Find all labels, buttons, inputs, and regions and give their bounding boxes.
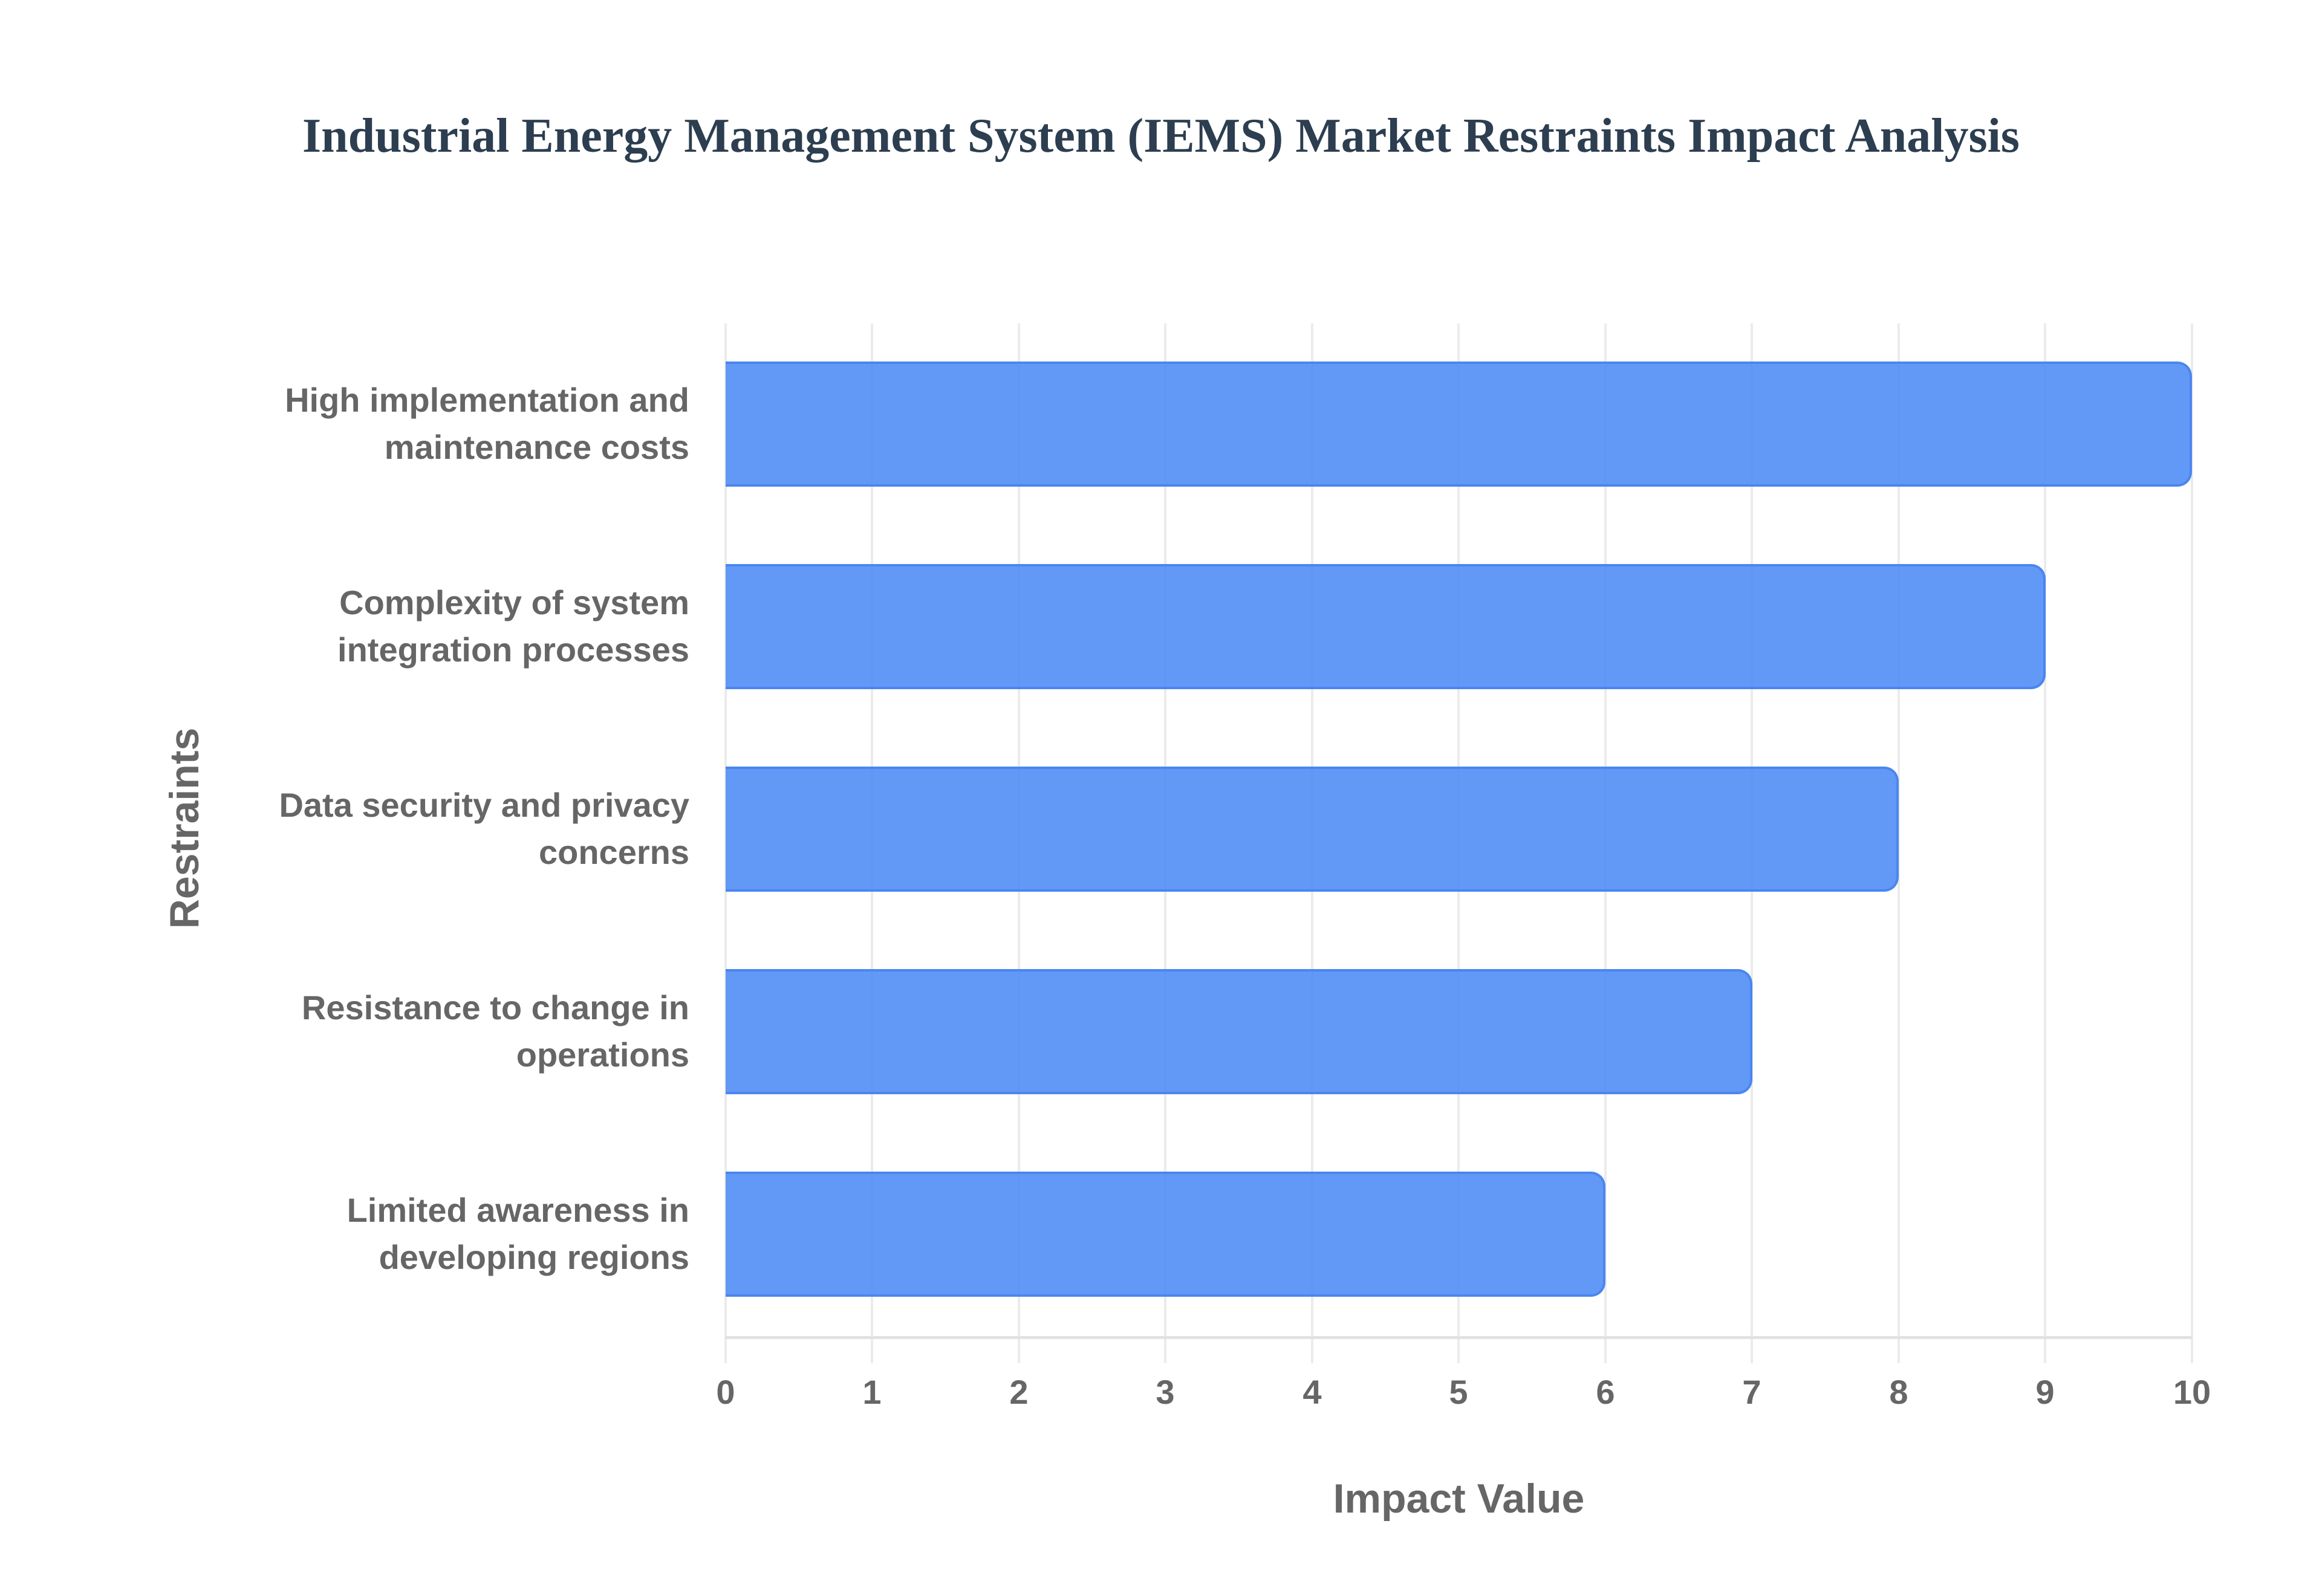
label-line: High implementation and bbox=[285, 381, 689, 419]
x-tick-label: 5 bbox=[1449, 1373, 1468, 1411]
x-tick-label: 0 bbox=[716, 1373, 735, 1411]
x-tick-label: 4 bbox=[1302, 1373, 1322, 1411]
bar[interactable] bbox=[726, 362, 2192, 487]
label-line: Complexity of system bbox=[339, 583, 689, 621]
gridline bbox=[2044, 323, 2046, 1363]
y-category-label: Data security and privacy concerns bbox=[145, 782, 689, 876]
y-category-label: Resistance to change in operations bbox=[145, 984, 689, 1079]
y-category-label: Complexity of system integration process… bbox=[145, 579, 689, 673]
bar[interactable] bbox=[726, 969, 1752, 1094]
gridline bbox=[1898, 323, 1900, 1363]
x-tick-label: 10 bbox=[2173, 1373, 2211, 1411]
label-line: Resistance to change in bbox=[301, 988, 689, 1027]
y-category-label: Limited awareness in developing regions bbox=[145, 1187, 689, 1281]
label-line: maintenance costs bbox=[384, 428, 689, 466]
x-tick-label: 9 bbox=[2035, 1373, 2055, 1411]
label-line: operations bbox=[516, 1036, 689, 1074]
x-tick-label: 2 bbox=[1009, 1373, 1029, 1411]
x-axis-line bbox=[726, 1336, 2192, 1339]
label-line: concerns bbox=[539, 833, 689, 871]
gridline bbox=[2191, 323, 2193, 1363]
x-tick-label: 1 bbox=[862, 1373, 882, 1411]
label-line: developing regions bbox=[379, 1238, 689, 1276]
label-line: Limited awareness in bbox=[346, 1191, 689, 1229]
x-tick-label: 6 bbox=[1596, 1373, 1615, 1411]
label-line: integration processes bbox=[337, 631, 689, 669]
bar[interactable] bbox=[726, 564, 2046, 689]
plot-area bbox=[724, 323, 2193, 1363]
x-tick-label: 3 bbox=[1156, 1373, 1175, 1411]
y-category-label: High implementation and maintenance cost… bbox=[145, 377, 689, 471]
bar[interactable] bbox=[726, 767, 1899, 892]
chart-title: Industrial Energy Management System (IEM… bbox=[302, 109, 2020, 163]
x-tick-label: 7 bbox=[1742, 1373, 1761, 1411]
x-tick-label: 8 bbox=[1889, 1373, 1908, 1411]
bar[interactable] bbox=[726, 1172, 1605, 1297]
label-line: Data security and privacy bbox=[279, 786, 689, 824]
x-axis-title: Impact Value bbox=[1333, 1476, 1585, 1522]
